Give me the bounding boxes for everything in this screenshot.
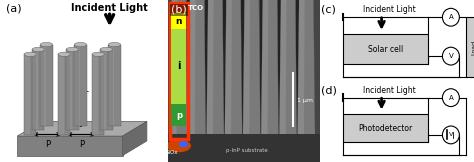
- Bar: [171, 29, 186, 104]
- Text: Incident Light: Incident Light: [363, 5, 416, 14]
- Text: (d): (d): [321, 86, 337, 96]
- Circle shape: [442, 126, 459, 144]
- Circle shape: [442, 47, 459, 65]
- Text: p: p: [176, 110, 182, 120]
- Text: (a): (a): [6, 3, 21, 13]
- Polygon shape: [279, 0, 286, 138]
- Polygon shape: [261, 0, 268, 138]
- Polygon shape: [188, 0, 195, 138]
- Polygon shape: [298, 0, 315, 138]
- Text: P: P: [45, 140, 50, 149]
- Circle shape: [442, 8, 459, 26]
- Polygon shape: [243, 0, 250, 138]
- Bar: [168, 134, 320, 162]
- Polygon shape: [30, 54, 36, 135]
- Bar: [343, 34, 428, 64]
- Polygon shape: [298, 0, 305, 138]
- Polygon shape: [17, 136, 123, 156]
- Polygon shape: [106, 49, 112, 130]
- Text: Incident Light: Incident Light: [71, 3, 148, 13]
- Bar: [24, 54, 36, 135]
- Ellipse shape: [40, 42, 53, 47]
- Polygon shape: [261, 0, 279, 138]
- Bar: [187, 0, 190, 138]
- Ellipse shape: [100, 47, 112, 52]
- Text: D: D: [58, 83, 64, 92]
- Polygon shape: [38, 49, 45, 130]
- Text: A: A: [448, 95, 453, 101]
- Polygon shape: [17, 122, 147, 136]
- Bar: [223, 0, 227, 138]
- Polygon shape: [46, 45, 53, 126]
- Polygon shape: [123, 122, 147, 156]
- Text: V: V: [449, 132, 453, 137]
- Bar: [32, 49, 45, 130]
- Polygon shape: [225, 0, 232, 138]
- Ellipse shape: [24, 52, 36, 56]
- Text: n: n: [176, 17, 182, 26]
- Polygon shape: [170, 0, 177, 138]
- Bar: [170, 3, 188, 139]
- Polygon shape: [279, 0, 297, 138]
- Polygon shape: [225, 0, 242, 138]
- Text: Load: Load: [472, 40, 474, 55]
- Text: i: i: [177, 61, 181, 71]
- Bar: [278, 0, 281, 138]
- Text: (b): (b): [171, 5, 187, 15]
- Polygon shape: [188, 0, 206, 138]
- Text: Photodetector: Photodetector: [358, 124, 412, 133]
- Text: TCO: TCO: [188, 5, 204, 11]
- Ellipse shape: [58, 52, 71, 56]
- Bar: [241, 0, 245, 138]
- Ellipse shape: [32, 47, 45, 52]
- Polygon shape: [243, 0, 260, 138]
- Text: P: P: [79, 140, 84, 149]
- Text: (c): (c): [321, 5, 337, 15]
- Polygon shape: [207, 0, 214, 138]
- Ellipse shape: [66, 47, 79, 52]
- Text: p-InP substrate: p-InP substrate: [226, 148, 268, 153]
- Ellipse shape: [167, 139, 191, 152]
- Polygon shape: [170, 0, 188, 138]
- Text: Incident Light: Incident Light: [363, 86, 416, 95]
- Bar: [205, 0, 208, 138]
- Ellipse shape: [179, 141, 188, 147]
- Ellipse shape: [74, 42, 87, 47]
- Bar: [296, 0, 299, 138]
- Bar: [260, 0, 263, 138]
- Bar: [40, 45, 53, 126]
- Text: V: V: [448, 53, 453, 59]
- Bar: [58, 54, 71, 135]
- Bar: [109, 45, 121, 126]
- Circle shape: [442, 89, 459, 107]
- Bar: [171, 104, 186, 126]
- Ellipse shape: [109, 42, 121, 47]
- Ellipse shape: [92, 52, 104, 56]
- Bar: [100, 49, 112, 130]
- Polygon shape: [207, 0, 224, 138]
- Bar: [74, 45, 87, 126]
- Text: 1 μm: 1 μm: [297, 98, 313, 103]
- Polygon shape: [81, 45, 87, 126]
- Text: A: A: [448, 14, 453, 20]
- Bar: [171, 13, 186, 29]
- Text: L: L: [83, 85, 88, 94]
- Bar: [171, 3, 186, 13]
- Bar: [466, 17, 474, 77]
- Bar: [66, 49, 79, 130]
- Text: Solar cell: Solar cell: [368, 45, 403, 54]
- Polygon shape: [64, 54, 71, 135]
- Bar: [92, 54, 104, 135]
- Polygon shape: [73, 49, 79, 130]
- Polygon shape: [115, 45, 121, 126]
- Polygon shape: [98, 54, 104, 135]
- Text: SiOx: SiOx: [165, 150, 178, 155]
- Bar: [343, 114, 428, 142]
